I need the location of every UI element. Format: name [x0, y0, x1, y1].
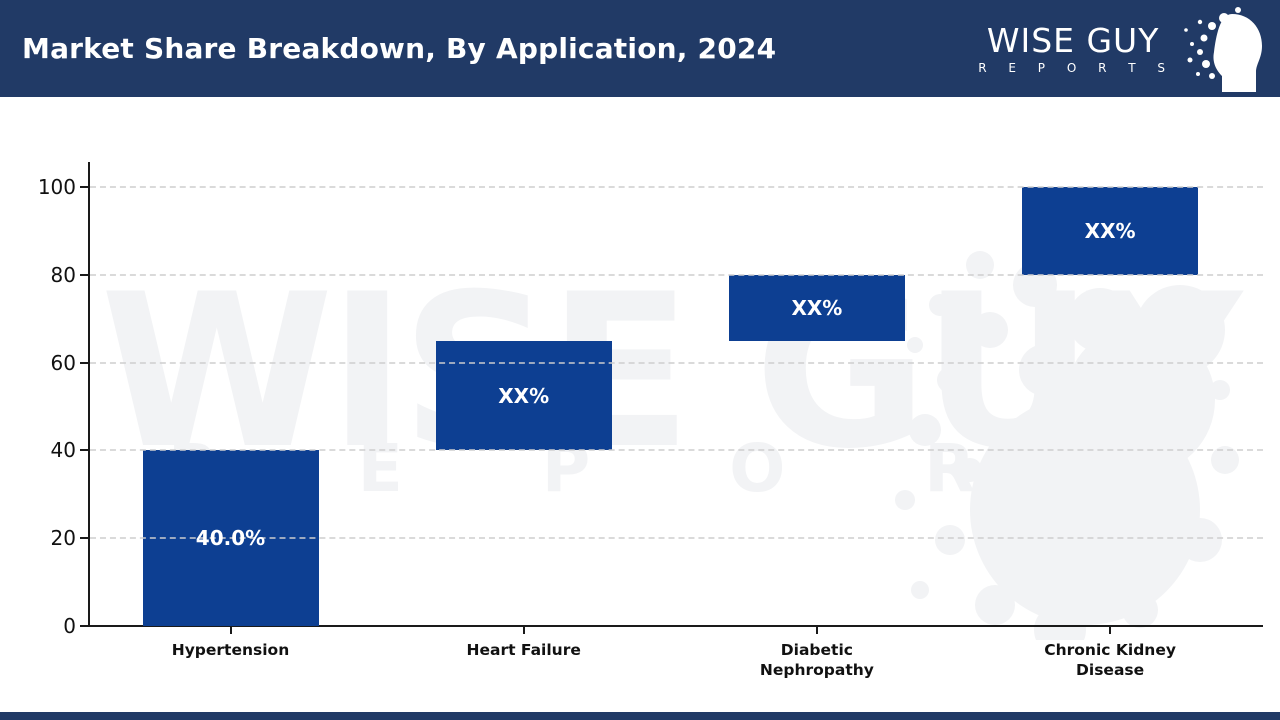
brand-name: WISE GUY: [986, 21, 1160, 60]
y-tick-label: 0: [63, 614, 76, 638]
y-tick-mark: [80, 449, 88, 452]
y-axis-line: [88, 162, 90, 627]
y-tick-label: 20: [50, 526, 76, 551]
x-tick-mark: [522, 627, 525, 634]
x-category-label: Diabetic Nephropathy: [759, 641, 874, 679]
grid-line: [90, 186, 1263, 188]
y-tick-label: 40: [50, 438, 76, 463]
y-tick-mark: [80, 625, 88, 627]
y-tick-label: 100: [37, 175, 76, 199]
x-tick-mark: [1109, 627, 1112, 634]
y-tick-mark: [80, 361, 88, 364]
y-tick-mark: [80, 186, 88, 188]
grid-line: [90, 361, 1263, 364]
x-tick-mark: [815, 627, 818, 634]
footer-bar: [0, 712, 1280, 720]
bar-value-label: XX%: [1084, 218, 1136, 243]
y-tick-mark: [80, 273, 88, 276]
y-tick-mark: [80, 537, 88, 540]
brand-subtitle: R E P O R T S: [978, 61, 1174, 75]
grid-line: [90, 273, 1263, 276]
bar-value-label: 40.0%: [195, 526, 266, 551]
bar: [1022, 187, 1199, 275]
x-category-label: Heart Failure: [466, 641, 581, 659]
x-category-label: Hypertension: [171, 641, 290, 659]
brand-head-icon: [1184, 7, 1262, 92]
grid-line: [90, 537, 1263, 540]
header-bar: Market Share Breakdown, By Application, …: [0, 0, 1280, 97]
y-tick-label: 80: [50, 262, 76, 287]
bar: [728, 274, 905, 341]
page-title: Market Share Breakdown, By Application, …: [22, 32, 777, 65]
x-category-label: Chronic Kidney Disease: [1044, 641, 1176, 679]
x-axis-line: [88, 625, 1263, 627]
bar: [435, 340, 612, 451]
y-tick-label: 60: [50, 350, 76, 375]
bar-value-label: XX%: [791, 295, 843, 320]
bar-value-label: XX%: [498, 383, 550, 408]
brand-logo-text: WISE GUY R E P O R T S: [972, 24, 1174, 74]
brand-logo: WISE GUY R E P O R T S: [972, 6, 1266, 92]
grid-line: [90, 449, 1263, 452]
x-tick-mark: [229, 627, 232, 634]
